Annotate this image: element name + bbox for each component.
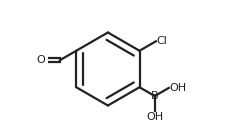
Text: OH: OH — [169, 83, 186, 93]
Text: OH: OH — [146, 112, 163, 122]
Text: O: O — [36, 55, 45, 65]
Text: Cl: Cl — [156, 36, 167, 46]
Text: B: B — [150, 91, 158, 101]
